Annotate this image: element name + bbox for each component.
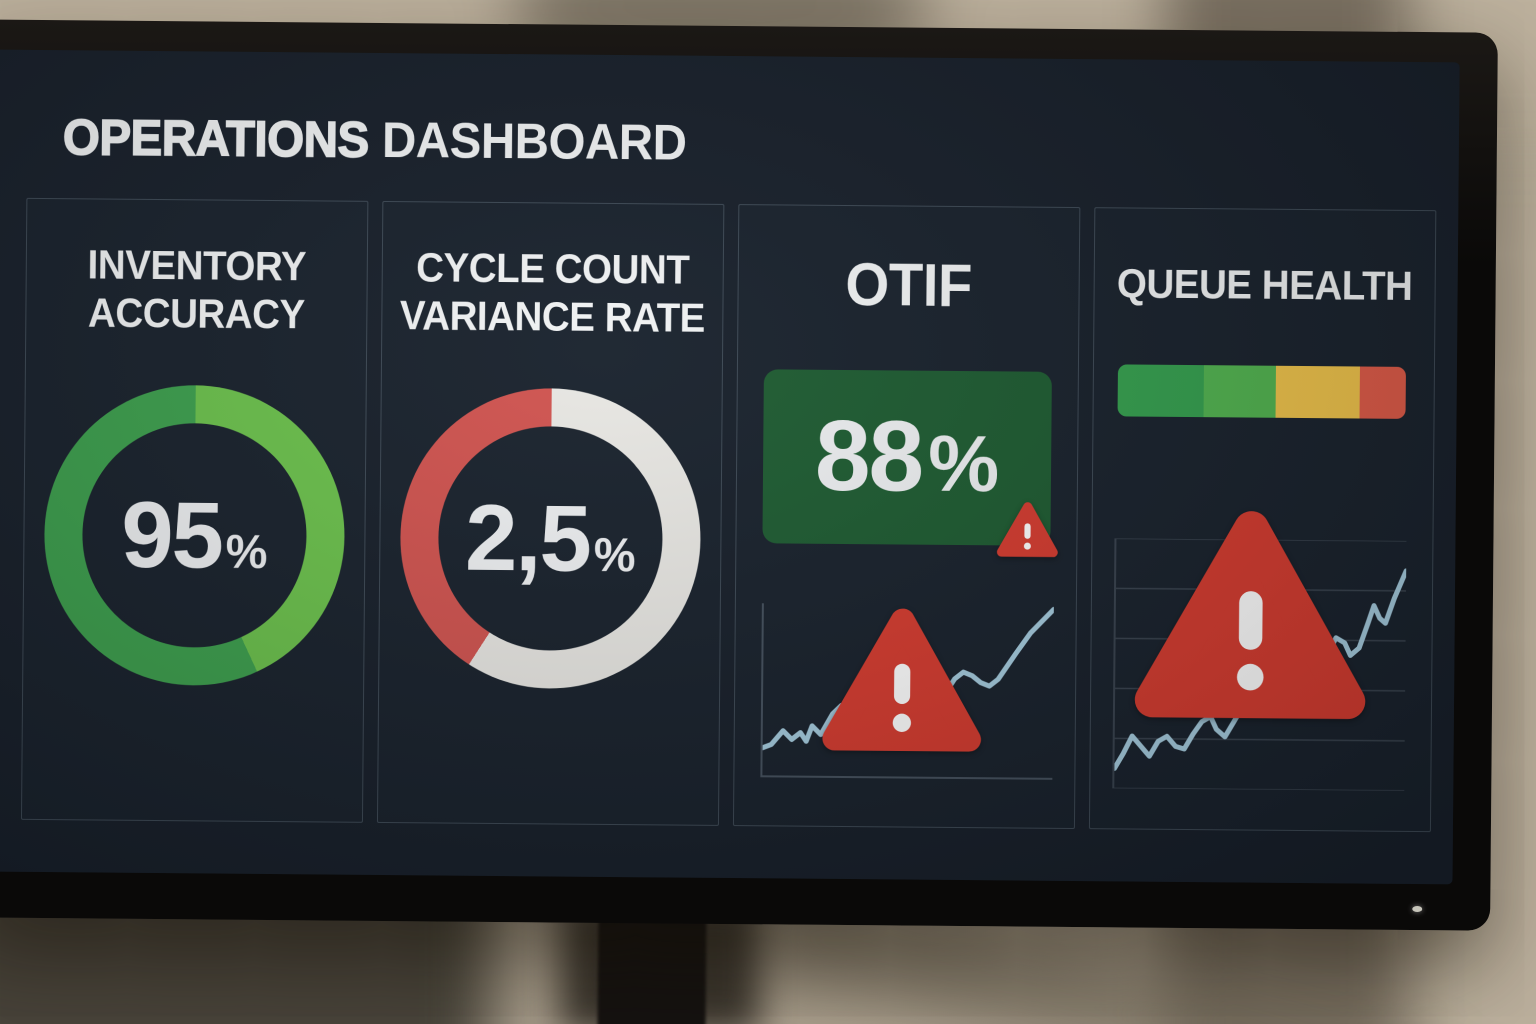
panel-title: QUEUE HEALTH: [1116, 260, 1413, 309]
panel-title-line2: VARIANCE RATE: [399, 291, 706, 341]
panel-cycle-count-variance: CYCLE COUNT VARIANCE RATE 2,5%: [376, 200, 725, 826]
otif-value: 88%: [814, 399, 1000, 513]
warning-icon: [996, 501, 1058, 557]
cycle-count-variance-donut-chart: 2,5%: [399, 387, 702, 690]
donut-hole: 2,5%: [437, 425, 664, 652]
inventory-accuracy-donut-chart: 95%: [43, 384, 346, 687]
warning-icon: [1134, 511, 1366, 720]
panel-queue-health: QUEUE HEALTH: [1088, 207, 1437, 833]
warning-icon: [822, 608, 981, 752]
otif-value-box: 88%: [762, 368, 1058, 557]
panel-inventory-accuracy: INVENTORY ACCURACY 95%: [20, 197, 369, 823]
monitor-bezel: OPERATIONS DASHBOARD INVENTORY ACCURACY 9…: [0, 19, 1498, 931]
panel-title: CYCLE COUNT VARIANCE RATE: [392, 244, 712, 342]
donut-hole: 95%: [81, 422, 308, 649]
status-bar-segment: [1203, 364, 1277, 418]
percent-sign: %: [927, 418, 1000, 509]
panel-title: INVENTORY ACCURACY: [36, 241, 356, 339]
panel-title-line1: INVENTORY: [87, 241, 307, 290]
status-bar-segment: [1275, 365, 1360, 419]
monitor-screen: OPERATIONS DASHBOARD INVENTORY ACCURACY 9…: [0, 49, 1460, 885]
percent-sign: %: [593, 527, 636, 582]
panel-title: OTIF: [845, 251, 973, 320]
status-bar-segment: [1117, 363, 1205, 417]
page-title-secondary: DASHBOARD: [381, 111, 687, 171]
inventory-accuracy-value: 95%: [120, 481, 268, 588]
panel-title-line1: CYCLE COUNT: [416, 244, 690, 293]
queue-health-status-bar: [1117, 363, 1406, 419]
status-bar-segment: [1359, 366, 1406, 419]
page-title-primary: OPERATIONS: [62, 108, 370, 168]
otif-trend-chart: [760, 603, 1054, 780]
page-title: OPERATIONS DASHBOARD: [62, 108, 687, 171]
power-led-light: [1412, 905, 1423, 913]
percent-sign: %: [225, 524, 268, 579]
kpi-panel-row: INVENTORY ACCURACY 95%: [20, 197, 1437, 833]
dashboard: OPERATIONS DASHBOARD INVENTORY ACCURACY 9…: [0, 49, 1460, 884]
cycle-count-variance-value: 2,5%: [464, 484, 636, 591]
panel-otif: OTIF 88%: [732, 204, 1081, 830]
panel-title-line2: ACCURACY: [87, 288, 305, 337]
queue-health-trend-chart: [1112, 511, 1407, 791]
